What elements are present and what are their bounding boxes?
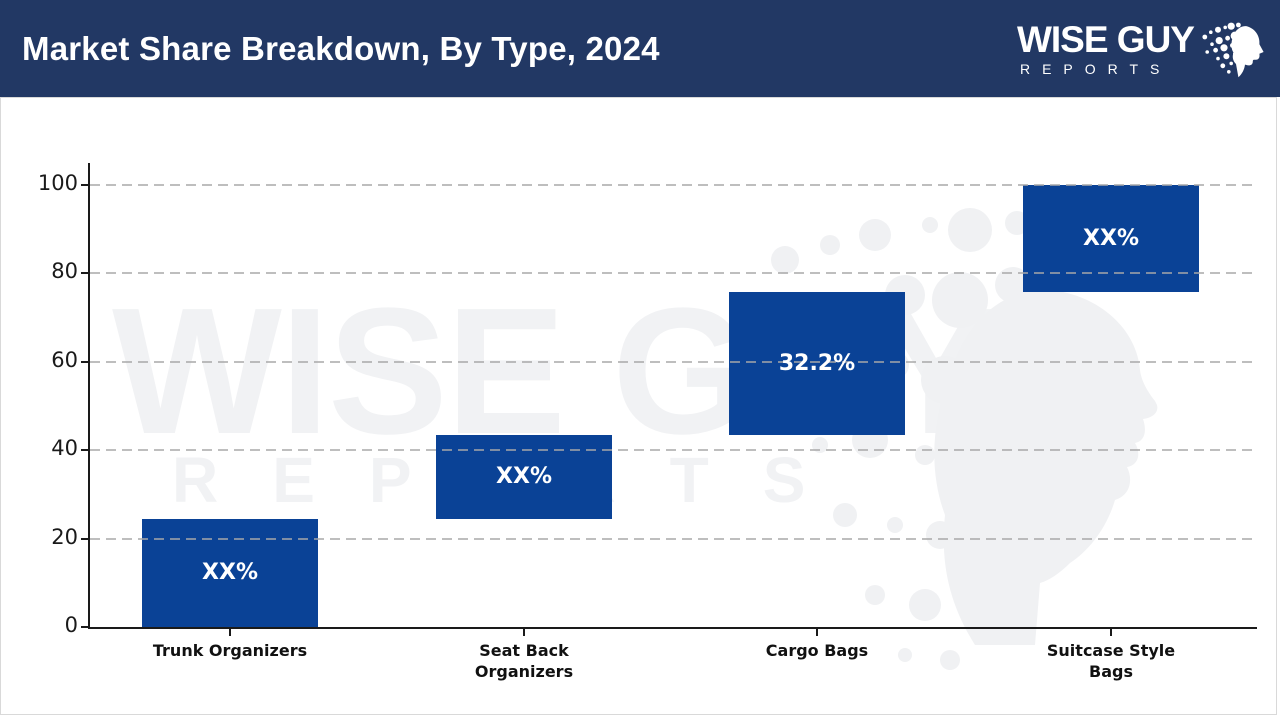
bar-segment: [729, 292, 905, 435]
bar-segment: [142, 518, 318, 627]
chart-header: Market Share Breakdown, By Type, 2024 WI…: [0, 0, 1280, 97]
x-tick-mark: [229, 628, 231, 636]
y-tick-label: 80: [51, 259, 78, 284]
wiseguy-logo: WISE GUY REPORTS: [1017, 7, 1266, 91]
logo-face-icon: [1202, 22, 1264, 77]
bar-segment: [436, 434, 612, 519]
gridline: [90, 184, 1257, 186]
y-tick-label: 0: [64, 613, 78, 637]
x-tick-mark: [816, 628, 818, 636]
y-axis: [88, 163, 90, 629]
gridline: [90, 360, 1257, 363]
category-label: Suitcase Style Bags: [1046, 641, 1176, 681]
page-title: Market Share Breakdown, By Type, 2024: [22, 29, 660, 67]
y-tick-mark: [81, 449, 90, 452]
y-tick-mark: [81, 184, 90, 186]
x-tick-mark: [1110, 628, 1112, 636]
bar-value-label: 32.2%: [778, 351, 856, 377]
y-tick-mark: [81, 626, 90, 628]
x-tick-mark: [523, 628, 525, 636]
category-label: Cargo Bags: [765, 641, 869, 660]
bar-value-label: XX%: [202, 560, 258, 586]
category-label: Trunk Organizers: [152, 641, 308, 660]
gridline: [90, 537, 1257, 540]
x-axis: [88, 627, 1257, 629]
y-tick-mark: [81, 272, 90, 275]
y-tick-label: 20: [51, 524, 78, 549]
y-tick-label: 40: [51, 436, 78, 461]
logo-subtitle: REPORTS: [1019, 61, 1172, 77]
bar-value-label: XX%: [496, 464, 552, 490]
category-label: Seat Back Organizers: [474, 641, 574, 681]
gridline: [90, 449, 1257, 452]
y-tick-mark: [81, 537, 90, 540]
y-tick-label: 60: [51, 347, 78, 372]
gridline: [90, 272, 1257, 275]
y-tick-label: 100: [37, 171, 78, 195]
wiseguy-logo-text: WISE GUY REPORTS: [1016, 19, 1195, 77]
bar-value-label: XX%: [1083, 226, 1139, 252]
y-tick-mark: [81, 360, 90, 363]
bar-segment: [1023, 185, 1199, 293]
logo-wordmark: WISE GUY: [1016, 19, 1195, 60]
